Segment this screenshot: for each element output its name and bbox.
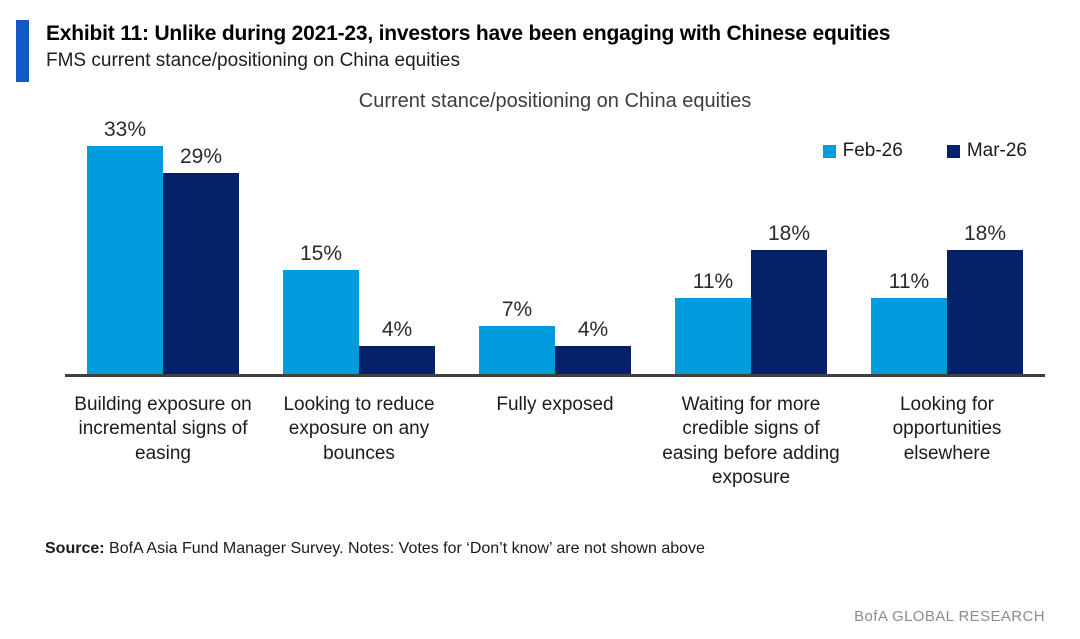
bar-column: 33% (87, 118, 163, 374)
bar (359, 346, 435, 374)
category-label: Looking to reduce exposure on any bounce… (283, 394, 435, 464)
bar-chart: Current stance/positioning on China equi… (65, 90, 1045, 490)
bar (87, 146, 163, 374)
legend-item: Feb-26 (822, 140, 903, 162)
bar (871, 298, 947, 374)
legend-label: Feb-26 (842, 140, 903, 161)
source-note: Source: BofA Asia Fund Manager Survey. N… (45, 540, 1080, 558)
bar (163, 173, 239, 374)
bar-group: 7% 4% (457, 298, 653, 374)
category-label: Fully exposed (496, 394, 614, 415)
bar-column: 15% (283, 242, 359, 374)
x-axis-line (65, 374, 1045, 377)
bar-value-label: 7% (501, 298, 533, 321)
brand-mark: BofA GLOBAL RESEARCH (854, 608, 1045, 625)
bar-column: 29% (163, 145, 239, 374)
bar-column: 11% (675, 270, 751, 374)
legend-swatch (822, 144, 836, 158)
bar (479, 326, 555, 374)
legend-swatch (946, 144, 960, 158)
category-label: Looking for opportunities elsewhere (892, 394, 1002, 464)
bar-value-label: 11% (692, 270, 734, 293)
exhibit-title: Exhibit 11: Unlike during 2021-23, inves… (46, 22, 891, 45)
bar-group: 11% 18% (653, 222, 849, 374)
bar-value-label: 33% (103, 118, 147, 141)
source-label: Source: (45, 540, 105, 558)
bar-group: 33% 29% (65, 118, 261, 374)
chart-title: Current stance/positioning on China equi… (358, 90, 752, 112)
bar (283, 270, 359, 374)
legend-label: Mar-26 (966, 140, 1027, 161)
bar-value-label: 11% (888, 270, 930, 293)
bar-column: 18% (751, 222, 827, 374)
category-axis-labels: Building exposure on incremental signs o… (65, 393, 1045, 490)
bar-column: 4% (359, 318, 435, 374)
category-label: Building exposure on incremental signs o… (74, 394, 252, 464)
bar-group: 11% 18% (849, 222, 1045, 374)
exhibit-header: Exhibit 11: Unlike during 2021-23, inves… (0, 0, 1080, 82)
bar-value-label: 15% (299, 242, 343, 265)
bar-value-label: 29% (179, 145, 223, 168)
bar-column: 18% (947, 222, 1023, 374)
bar (555, 346, 631, 374)
bar-value-label: 18% (963, 222, 1007, 245)
bar (751, 250, 827, 374)
bar (947, 250, 1023, 374)
bar-value-label: 18% (767, 222, 811, 245)
bar (675, 298, 751, 374)
legend-item: Mar-26 (946, 140, 1027, 162)
exhibit-subtitle: FMS current stance/positioning on China … (46, 50, 461, 72)
bar-value-label: 4% (381, 318, 413, 341)
category-label: Waiting for more credible signs of easin… (662, 394, 840, 488)
bar-value-label: 4% (577, 318, 609, 341)
exhibit-accent-bar (16, 20, 29, 82)
plot-area: 33% 29% 15% 4% 7% 4% 11% 18% 11% 18% (65, 118, 1045, 374)
bar-column: 7% (479, 298, 555, 374)
chart-legend: Feb-26 Mar-26 (822, 140, 1027, 162)
bar-group: 15% 4% (261, 242, 457, 374)
bar-column: 4% (555, 318, 631, 374)
exhibit-header-text: Exhibit 11: Unlike during 2021-23, inves… (46, 20, 890, 82)
source-text: BofA Asia Fund Manager Survey. Notes: Vo… (109, 540, 705, 558)
bar-column: 11% (871, 270, 947, 374)
